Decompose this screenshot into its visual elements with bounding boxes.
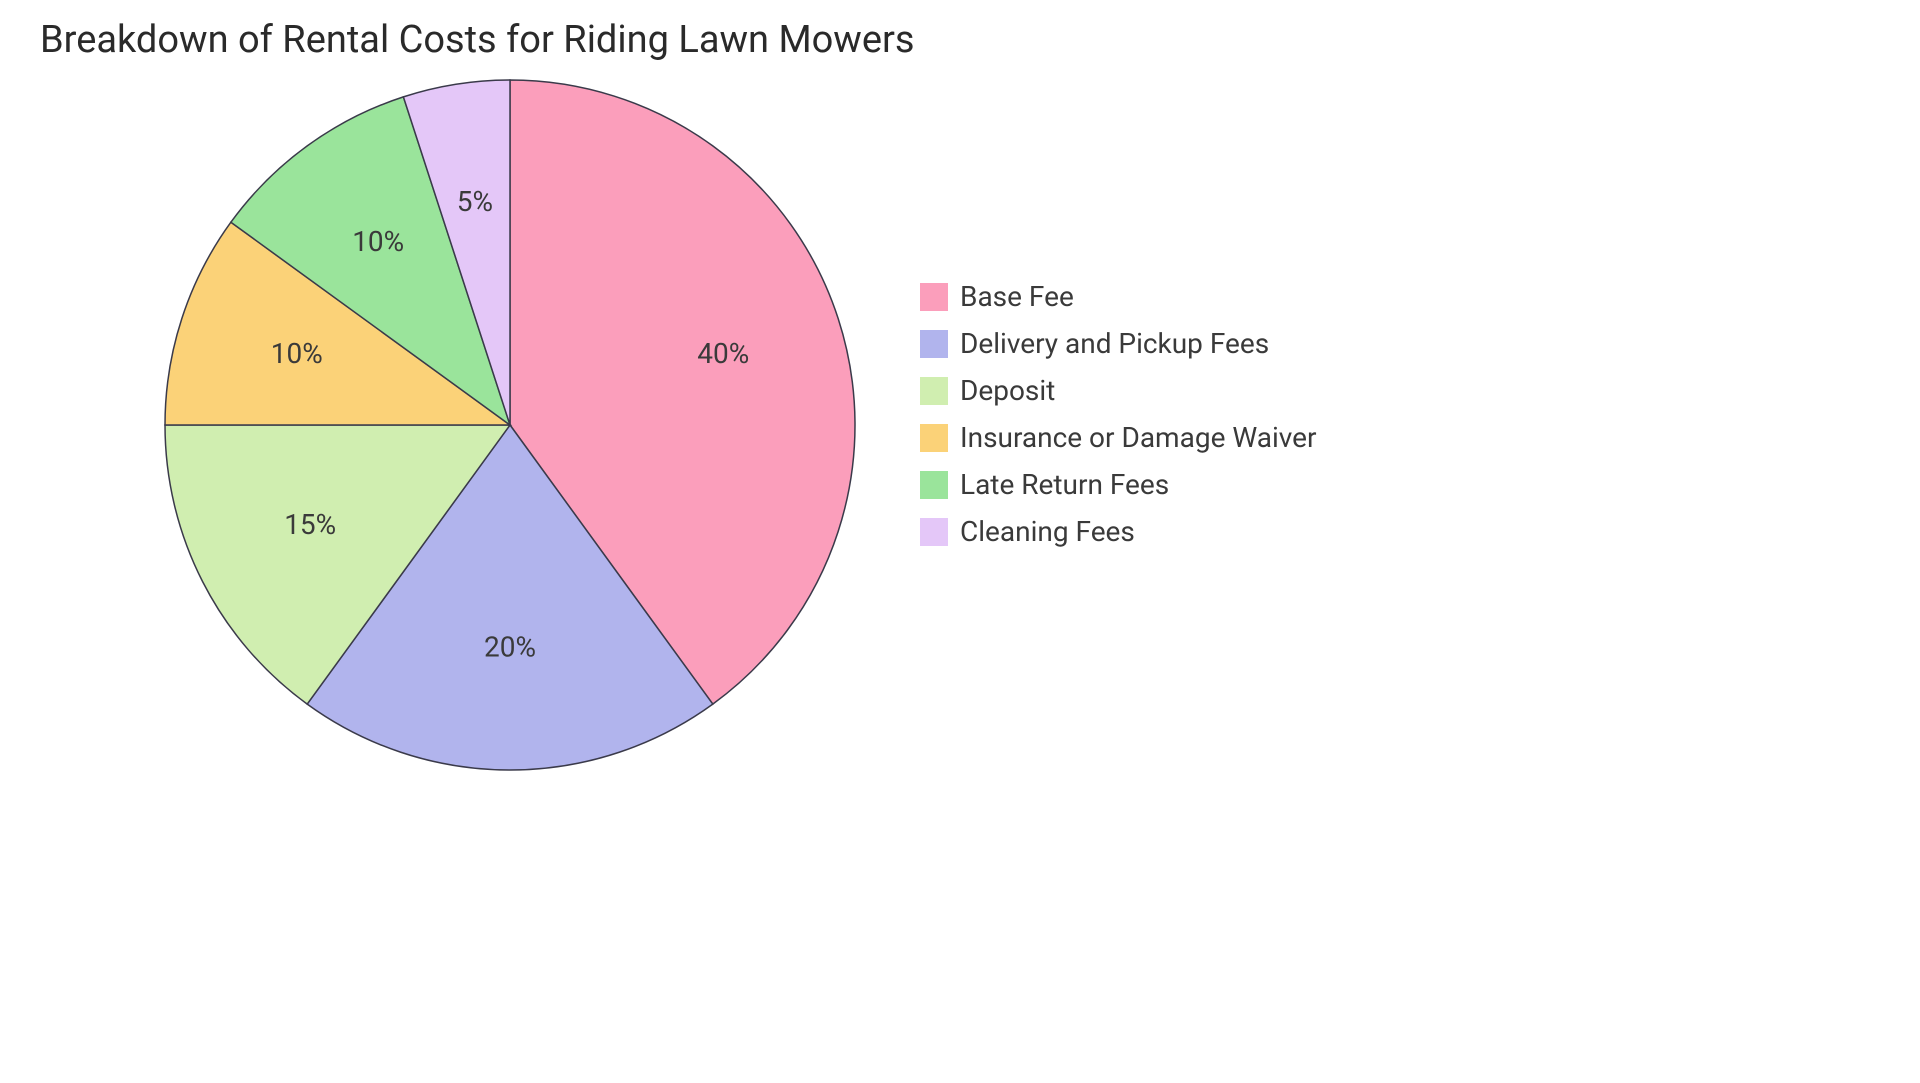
legend: Base Fee Delivery and Pickup Fees Deposit I… xyxy=(920,280,1317,548)
legend-swatch xyxy=(920,330,948,358)
slice-percent-label: 10% xyxy=(352,225,404,258)
pie-chart: 40% 20% 15% 10% 10% 5% xyxy=(160,75,860,775)
legend-swatch xyxy=(920,377,948,405)
legend-swatch xyxy=(920,283,948,311)
legend-swatch xyxy=(920,518,948,546)
slice-percent-label: 15% xyxy=(284,508,336,541)
legend-label: Base Fee xyxy=(960,280,1074,313)
legend-swatch xyxy=(920,471,948,499)
slice-percent-label: 40% xyxy=(697,337,749,370)
legend-item: Base Fee xyxy=(920,280,1317,313)
legend-item: Insurance or Damage Waiver xyxy=(920,421,1317,454)
chart-container: Breakdown of Rental Costs for Riding Law… xyxy=(0,0,1920,1083)
slice-percent-label: 10% xyxy=(271,337,323,370)
legend-label: Late Return Fees xyxy=(960,468,1169,501)
legend-item: Cleaning Fees xyxy=(920,515,1317,548)
legend-label: Insurance or Damage Waiver xyxy=(960,421,1317,454)
slice-percent-label: 5% xyxy=(457,185,493,218)
legend-swatch xyxy=(920,424,948,452)
legend-item: Deposit xyxy=(920,374,1317,407)
legend-label: Deposit xyxy=(960,374,1055,407)
chart-title: Breakdown of Rental Costs for Riding Law… xyxy=(40,18,915,62)
legend-item: Late Return Fees xyxy=(920,468,1317,501)
legend-label: Cleaning Fees xyxy=(960,515,1135,548)
legend-label: Delivery and Pickup Fees xyxy=(960,327,1269,360)
legend-item: Delivery and Pickup Fees xyxy=(920,327,1317,360)
slice-percent-label: 20% xyxy=(484,631,536,664)
